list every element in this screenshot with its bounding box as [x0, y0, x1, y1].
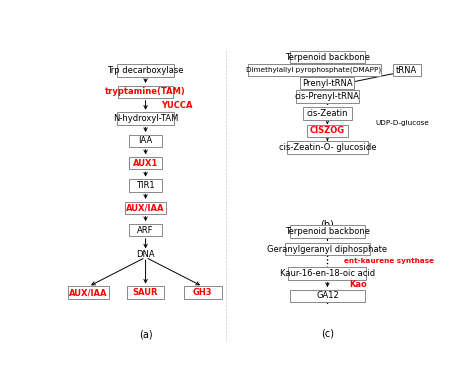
Text: cis-Prenyl-tRNA: cis-Prenyl-tRNA	[295, 92, 360, 101]
Text: Prenyl-tRNA: Prenyl-tRNA	[302, 79, 353, 88]
FancyBboxPatch shape	[117, 64, 174, 77]
FancyBboxPatch shape	[128, 224, 163, 236]
FancyBboxPatch shape	[118, 85, 173, 98]
Text: AUX/IAA: AUX/IAA	[69, 288, 108, 297]
Text: Dimethylallyl pyrophosphate(DMAPP): Dimethylallyl pyrophosphate(DMAPP)	[246, 67, 382, 73]
Text: tRNA: tRNA	[396, 65, 417, 75]
FancyBboxPatch shape	[392, 64, 421, 76]
FancyBboxPatch shape	[285, 243, 370, 256]
FancyBboxPatch shape	[247, 64, 381, 76]
Text: AUX/IAA: AUX/IAA	[127, 203, 165, 212]
FancyBboxPatch shape	[287, 141, 368, 154]
Text: Kao: Kao	[349, 280, 367, 290]
Text: (b): (b)	[320, 219, 334, 229]
FancyBboxPatch shape	[128, 179, 163, 192]
FancyBboxPatch shape	[290, 51, 365, 64]
Text: SAUR: SAUR	[133, 288, 158, 297]
Text: Geranylgeranyl diphosphate: Geranylgeranyl diphosphate	[267, 245, 387, 254]
Text: CISZOG: CISZOG	[310, 126, 345, 136]
FancyBboxPatch shape	[68, 286, 109, 299]
Text: UDP-D-glucose: UDP-D-glucose	[375, 120, 429, 126]
Text: IAA: IAA	[138, 136, 153, 146]
FancyBboxPatch shape	[125, 202, 166, 214]
FancyBboxPatch shape	[289, 268, 366, 280]
FancyBboxPatch shape	[307, 125, 348, 137]
Text: TIR1: TIR1	[136, 181, 155, 190]
Text: Kaur-16-en-18-oic acid: Kaur-16-en-18-oic acid	[280, 269, 375, 278]
Text: (a): (a)	[139, 330, 152, 340]
Text: Terpenoid backbone: Terpenoid backbone	[285, 227, 370, 236]
FancyBboxPatch shape	[290, 290, 365, 302]
Text: (c): (c)	[321, 328, 334, 338]
Text: ent-kaurene synthase: ent-kaurene synthase	[344, 258, 434, 264]
Text: ARF: ARF	[137, 226, 154, 234]
Text: N-hydroxyl-TAM: N-hydroxyl-TAM	[113, 114, 178, 123]
FancyBboxPatch shape	[184, 286, 221, 299]
Text: DNA: DNA	[136, 250, 155, 259]
FancyBboxPatch shape	[128, 157, 163, 169]
Text: tryptamine(TAM): tryptamine(TAM)	[105, 87, 186, 96]
FancyBboxPatch shape	[128, 135, 163, 147]
Text: Trp decarboxylase: Trp decarboxylase	[107, 66, 184, 75]
FancyBboxPatch shape	[296, 90, 359, 103]
FancyBboxPatch shape	[117, 112, 174, 125]
Text: Terpenoid backbone: Terpenoid backbone	[285, 53, 370, 62]
Text: YUCCA: YUCCA	[162, 101, 193, 110]
Text: GA12: GA12	[316, 291, 339, 300]
FancyBboxPatch shape	[127, 286, 164, 299]
Text: cis-Zeatin: cis-Zeatin	[307, 109, 348, 118]
Text: AUX1: AUX1	[133, 159, 158, 168]
FancyBboxPatch shape	[301, 77, 355, 89]
Text: cis-Zeatin-O- glucoside: cis-Zeatin-O- glucoside	[279, 143, 376, 152]
Text: GH3: GH3	[193, 288, 212, 297]
FancyBboxPatch shape	[303, 107, 352, 120]
FancyBboxPatch shape	[290, 225, 365, 238]
